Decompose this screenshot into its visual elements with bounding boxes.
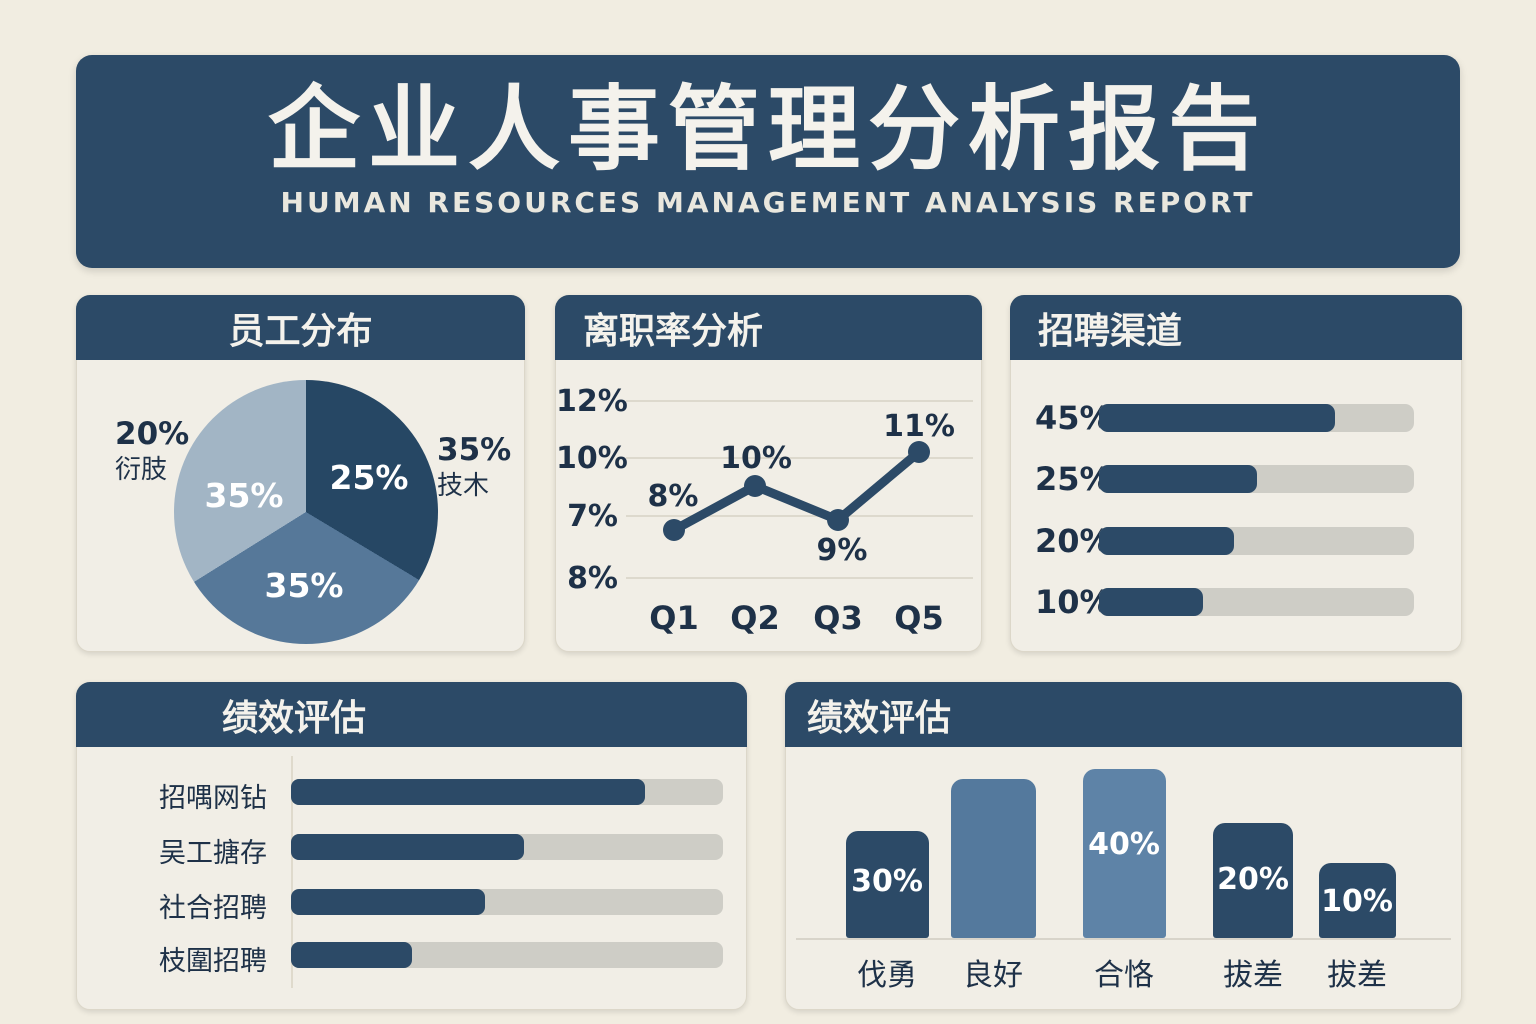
category-label: 拔差	[1327, 958, 1387, 993]
bar-label: 25%	[1035, 460, 1112, 498]
panel-title: 招聘渠道	[1038, 310, 1183, 352]
panel-employee-distribution-header: 员工分布	[76, 295, 525, 360]
panel-performance-vbars: 绩效评估 30% 40% 20% 10% 伐勇 良好 合恪 拔差 拔差	[785, 682, 1462, 1010]
data-point-q2	[744, 475, 766, 497]
vbar-good	[951, 779, 1036, 938]
employee-distribution-chart: 25% 35% 35% 20% 衍肢 35% 技木	[77, 361, 524, 651]
baseline	[796, 938, 1451, 940]
point-label-q5: 11%	[883, 409, 955, 444]
pie-chart	[174, 380, 438, 644]
bar-value-label: 10%	[1321, 884, 1393, 919]
bar-fill	[291, 889, 485, 915]
channels-bar-chart: 45% 25% 20% 10%	[1011, 361, 1461, 651]
pie-slice-label: 35%	[204, 476, 284, 515]
bar-fill	[1099, 465, 1257, 493]
category-label: 拔差	[1223, 958, 1283, 993]
bar-label: 10%	[1035, 583, 1112, 621]
pie-callout-left: 20% 衍肢	[115, 415, 189, 486]
data-point-q1	[663, 519, 685, 541]
bar-track	[291, 779, 723, 805]
point-label-q3: 9%	[816, 533, 868, 568]
turnover-line-chart: 12% 10% 7% 8% 8% 10% 9% 11% Q1 Q2 Q3 Q5	[556, 361, 981, 651]
data-point-q5	[908, 441, 930, 463]
pie-callout-left-pct: 20%	[115, 416, 190, 452]
bar-label: 20%	[1035, 522, 1112, 560]
bar-label: 45%	[1035, 399, 1112, 437]
category-label: 伐勇	[857, 958, 917, 993]
panel-turnover-rate: 离职率分析 12% 10% 7% 8% 8% 10% 9% 11% Q1 Q2 …	[555, 295, 982, 652]
point-label-q1: 8%	[647, 479, 699, 514]
y-axis-tick: 8%	[567, 561, 618, 596]
bar-value-label: 40%	[1088, 827, 1160, 862]
category-label: 良好	[963, 958, 1023, 993]
panel-turnover-rate-header: 离职率分析	[555, 295, 982, 360]
bar-fill	[291, 834, 524, 860]
pie-callout-left-name: 衍肢	[115, 454, 168, 485]
panel-performance-vbars-header: 绩效评估	[785, 682, 1462, 747]
panel-recruitment-channels: 招聘渠道 45% 25% 20% 10%	[1010, 295, 1462, 652]
vbar-excellent	[846, 831, 929, 938]
bar-track	[1099, 588, 1414, 616]
bar-track	[1099, 527, 1414, 555]
row-label: 招喁网钻	[159, 783, 267, 814]
bar-fill	[1099, 588, 1203, 616]
data-point-q3	[827, 509, 849, 531]
row-label: 枝圍招聘	[159, 946, 267, 977]
y-axis-tick: 12%	[556, 384, 628, 419]
bar-track	[1099, 465, 1414, 493]
vbar-poor-2	[1319, 863, 1396, 938]
bar-track	[291, 942, 723, 968]
bar-track	[291, 834, 723, 860]
panel-recruitment-channels-header: 招聘渠道	[1010, 295, 1462, 360]
x-axis-tick: Q3	[813, 599, 863, 637]
bar-value-label: 20%	[1217, 862, 1289, 897]
pie-callout-right-pct: 35%	[437, 432, 512, 468]
performance-hbar-chart: 招喁网钻 吴工搪存 社合招聘 枝圍招聘	[77, 748, 746, 1009]
panel-title: 离职率分析	[583, 310, 764, 352]
vbar-poor-1	[1213, 823, 1293, 938]
row-label: 社合招聘	[159, 893, 267, 924]
pie-callout-right-name: 技木	[437, 470, 490, 501]
performance-vbar-chart: 30% 40% 20% 10% 伐勇 良好 合恪 拔差 拔差	[786, 748, 1461, 1009]
row-label: 吴工搪存	[159, 838, 267, 869]
report-subtitle: HUMAN RESOURCES MANAGEMENT ANALYSIS REPO…	[280, 186, 1256, 220]
panel-employee-distribution: 员工分布 25% 35% 35% 20% 衍肢 35% 技木	[76, 295, 525, 652]
pie-callout-right: 35% 技木	[437, 431, 511, 502]
panel-title: 员工分布	[228, 310, 373, 352]
report-title: 企业人事管理分析报告	[267, 76, 1268, 183]
panel-title: 绩效评估	[807, 697, 952, 739]
bar-fill	[1099, 527, 1234, 555]
line-chart-svg	[626, 400, 973, 579]
bar-fill	[291, 779, 645, 805]
x-axis-tick: Q2	[730, 599, 780, 637]
x-axis-tick: Q1	[649, 599, 699, 637]
bar-track	[291, 889, 723, 915]
panel-performance-hbars: 绩效评估 招喁网钻 吴工搪存 社合招聘 枝圍招聘	[76, 682, 747, 1010]
report-header: 企业人事管理分析报告 HUMAN RESOURCES MANAGEMENT AN…	[76, 55, 1460, 268]
vbar-pass	[1083, 769, 1166, 938]
bar-track	[1099, 404, 1414, 432]
x-axis-tick: Q5	[894, 599, 944, 637]
turnover-line	[669, 447, 924, 535]
bar-fill	[291, 942, 412, 968]
bar-fill	[1099, 404, 1335, 432]
y-axis-tick: 10%	[556, 441, 628, 476]
panel-performance-hbars-header: 绩效评估	[76, 682, 747, 747]
pie-slice-label: 25%	[329, 458, 409, 497]
category-label: 合恪	[1094, 958, 1154, 993]
panel-title: 绩效评估	[222, 697, 367, 739]
y-axis-tick: 7%	[567, 499, 618, 534]
axis-divider	[291, 756, 293, 988]
pie-slice-label: 35%	[264, 566, 344, 605]
point-label-q2: 10%	[720, 441, 792, 476]
bar-value-label: 30%	[851, 864, 923, 899]
